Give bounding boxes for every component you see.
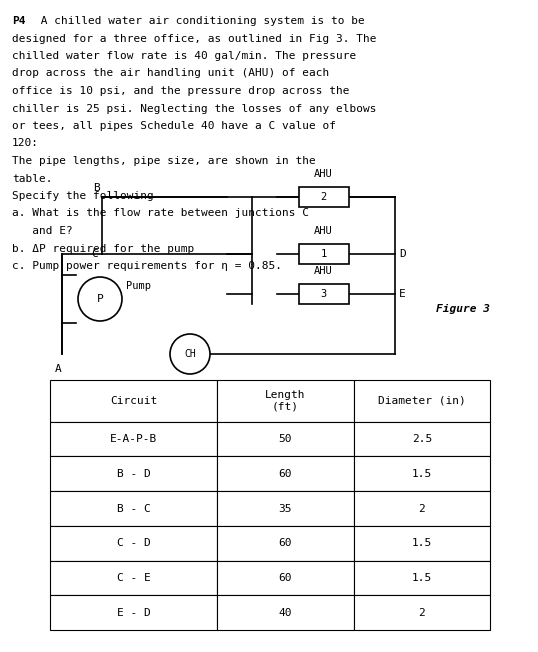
Text: table.: table. <box>12 173 53 183</box>
Bar <box>353 456 490 491</box>
Text: 3: 3 <box>320 289 327 299</box>
Text: Specify the following: Specify the following <box>12 191 154 201</box>
Bar <box>217 526 353 561</box>
Text: C - D: C - D <box>117 539 151 548</box>
Text: c. Pump power requirements for η = 0.85.: c. Pump power requirements for η = 0.85. <box>12 261 282 271</box>
Text: C - E: C - E <box>117 573 151 583</box>
Text: 1.5: 1.5 <box>412 573 432 583</box>
Text: 50: 50 <box>279 434 292 444</box>
Text: E: E <box>399 289 406 299</box>
Bar <box>217 561 353 595</box>
Text: 2: 2 <box>419 608 425 617</box>
Text: and E?: and E? <box>12 226 73 236</box>
Circle shape <box>170 334 210 374</box>
Text: E-A-P-B: E-A-P-B <box>110 434 157 444</box>
Text: 60: 60 <box>279 573 292 583</box>
Text: office is 10 psi, and the pressure drop across the: office is 10 psi, and the pressure drop … <box>12 86 350 96</box>
Text: Diameter (in): Diameter (in) <box>378 396 466 406</box>
Bar <box>353 491 490 526</box>
Text: Pump: Pump <box>126 281 151 291</box>
Text: B - C: B - C <box>117 503 151 514</box>
Text: C: C <box>91 249 98 259</box>
Text: a. What is the flow rate between junctions C: a. What is the flow rate between junctio… <box>12 209 309 218</box>
Text: D: D <box>399 249 406 259</box>
Bar <box>299 187 349 207</box>
Text: 2: 2 <box>419 503 425 514</box>
Bar <box>50 380 217 422</box>
Bar <box>217 491 353 526</box>
Bar <box>353 561 490 595</box>
Text: AHU: AHU <box>314 266 333 276</box>
Text: AHU: AHU <box>314 226 333 236</box>
Text: 1.5: 1.5 <box>412 539 432 548</box>
Text: P: P <box>97 294 103 304</box>
Bar <box>353 595 490 630</box>
Text: 1: 1 <box>320 249 327 259</box>
Text: A: A <box>55 364 61 374</box>
Text: 2.5: 2.5 <box>412 434 432 444</box>
Text: The pipe lengths, pipe size, are shown in the: The pipe lengths, pipe size, are shown i… <box>12 156 316 166</box>
Text: B - D: B - D <box>117 469 151 479</box>
Text: 1.5: 1.5 <box>412 469 432 479</box>
Circle shape <box>78 277 122 321</box>
Bar <box>50 456 217 491</box>
Text: P4: P4 <box>12 16 25 26</box>
Text: chilled water flow rate is 40 gal/min. The pressure: chilled water flow rate is 40 gal/min. T… <box>12 51 356 61</box>
Text: Figure 3: Figure 3 <box>436 304 490 314</box>
Bar <box>299 244 349 264</box>
Bar <box>217 422 353 456</box>
Text: 60: 60 <box>279 469 292 479</box>
Text: B: B <box>93 183 100 193</box>
Bar <box>50 595 217 630</box>
Text: chiller is 25 psi. Neglecting the losses of any elbows: chiller is 25 psi. Neglecting the losses… <box>12 104 377 113</box>
Text: designed for a three office, as outlined in Fig 3. The: designed for a three office, as outlined… <box>12 33 377 44</box>
Text: 120:: 120: <box>12 138 39 149</box>
Bar <box>353 422 490 456</box>
Text: CH: CH <box>184 349 196 359</box>
Text: AHU: AHU <box>314 169 333 179</box>
Text: Circuit: Circuit <box>110 396 157 406</box>
Bar <box>217 380 353 422</box>
Text: Length
(ft): Length (ft) <box>265 390 306 411</box>
Bar <box>217 595 353 630</box>
Text: 60: 60 <box>279 539 292 548</box>
Text: A chilled water air conditioning system is to be: A chilled water air conditioning system … <box>34 16 365 26</box>
Text: E - D: E - D <box>117 608 151 617</box>
Text: 35: 35 <box>279 503 292 514</box>
Text: 2: 2 <box>320 192 327 202</box>
Bar <box>217 456 353 491</box>
Bar <box>50 491 217 526</box>
Bar <box>353 380 490 422</box>
Bar <box>50 561 217 595</box>
Text: or tees, all pipes Schedule 40 have a C value of: or tees, all pipes Schedule 40 have a C … <box>12 121 336 131</box>
Text: b. ΔP required for the pump: b. ΔP required for the pump <box>12 243 194 254</box>
Bar <box>50 422 217 456</box>
Bar <box>50 526 217 561</box>
Bar <box>353 526 490 561</box>
Text: 40: 40 <box>279 608 292 617</box>
Bar <box>299 284 349 304</box>
Text: drop across the air handling unit (AHU) of each: drop across the air handling unit (AHU) … <box>12 68 329 78</box>
